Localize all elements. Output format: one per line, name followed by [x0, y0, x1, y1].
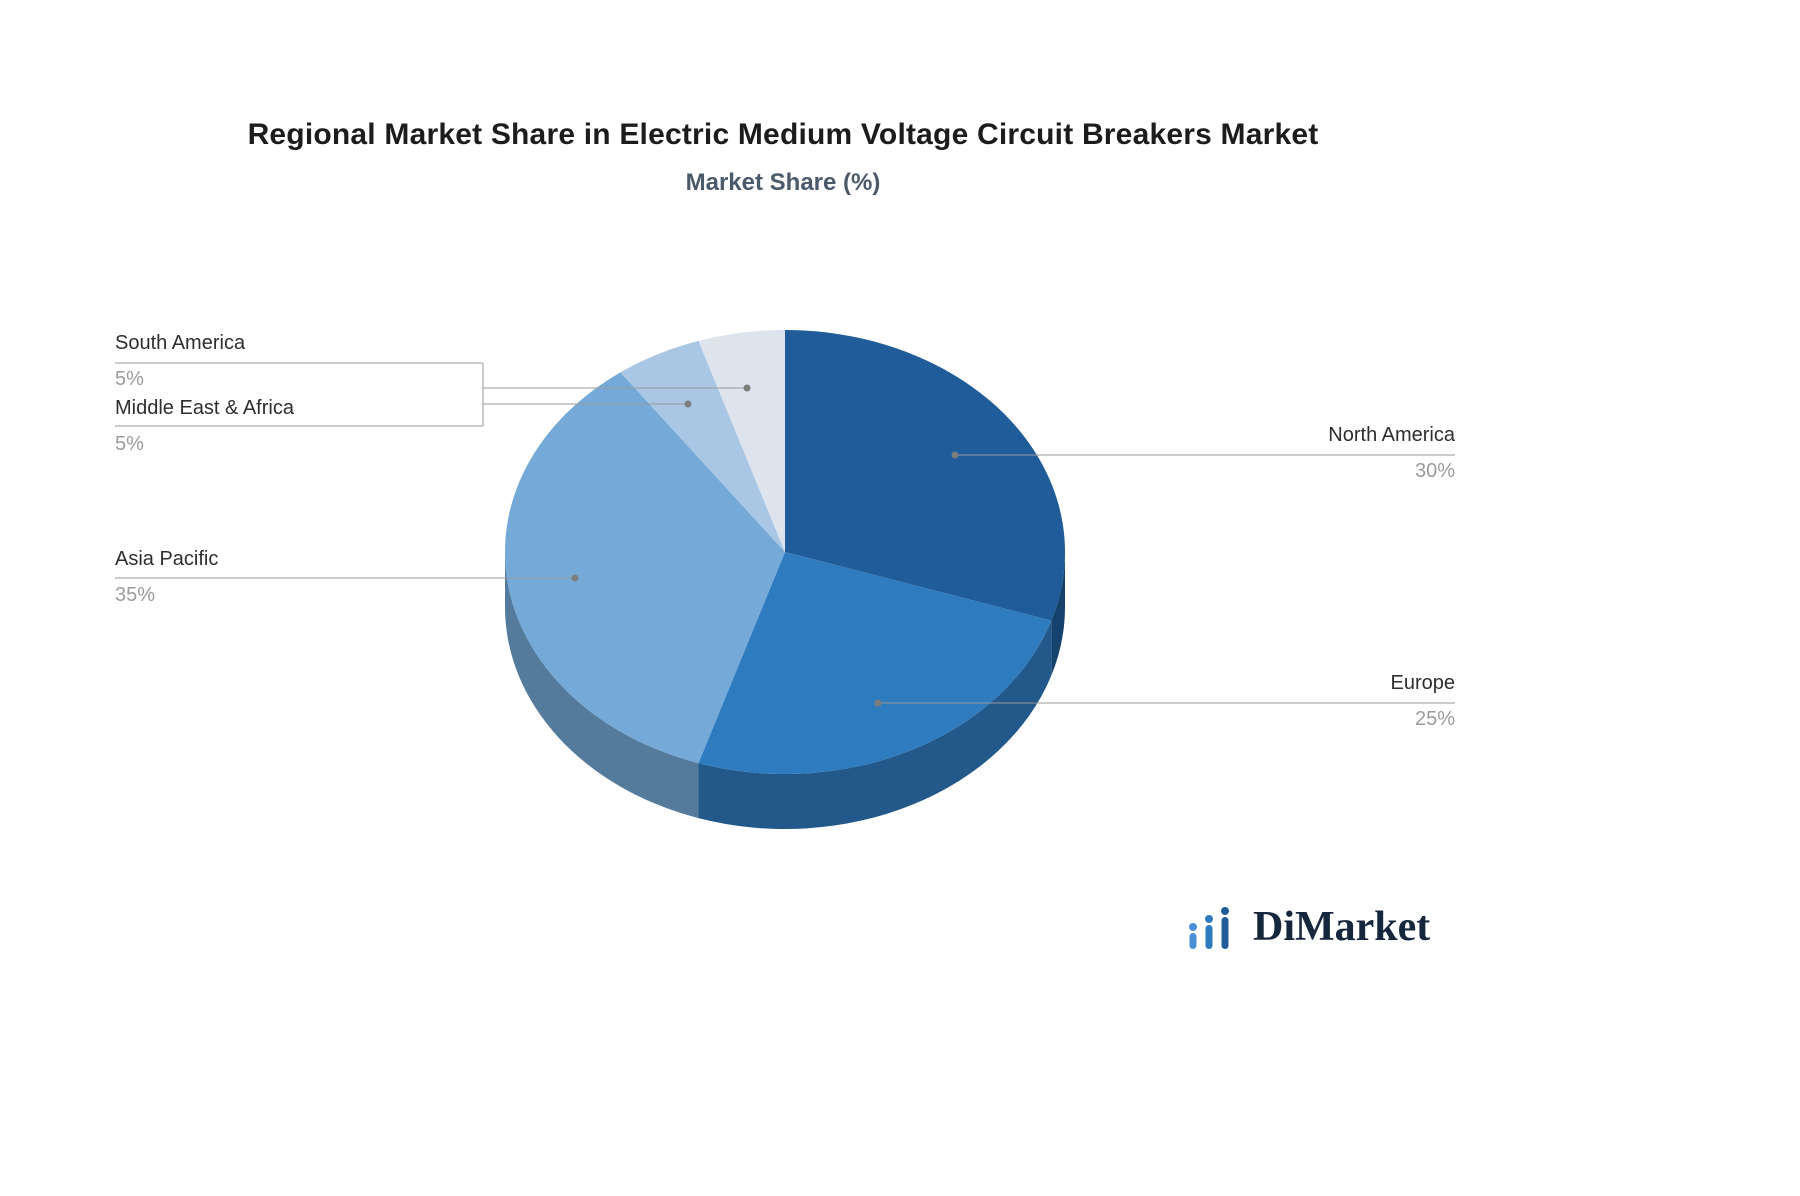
- connector-dot-europe: [874, 699, 882, 707]
- slice-label-name: North America: [1328, 424, 1455, 446]
- pie-slice-side-asia-pacific: [505, 552, 699, 819]
- connector-dot-north-america: [951, 451, 959, 459]
- pie-slice-north-america[interactable]: [785, 330, 1065, 621]
- slice-label-value: 30%: [1414, 460, 1455, 482]
- slice-label-asia-pacific: Asia Pacific 35%: [115, 547, 218, 607]
- slice-label-value: 35%: [115, 584, 156, 606]
- slice-label-name: South America: [115, 332, 246, 354]
- chart-title: Regional Market Share in Electric Medium…: [247, 118, 1319, 151]
- pie-slice-side-north-america: [1051, 552, 1065, 676]
- pie-slice-south-america[interactable]: [698, 330, 785, 552]
- pie-slice-asia-pacific[interactable]: [505, 372, 785, 764]
- slice-label-value: 5%: [115, 433, 144, 455]
- connector-dot-asia-pacific: [571, 574, 579, 582]
- slice-label-north-america: North America 30%: [1328, 423, 1455, 483]
- dimarket-logo-icon: [1189, 907, 1229, 949]
- pie-slice-middle-east-africa[interactable]: [620, 340, 785, 552]
- slice-label-name: Asia Pacific: [115, 548, 219, 570]
- connector-dot-middle-east-africa: [684, 400, 692, 408]
- slice-label-value: 25%: [1414, 708, 1455, 730]
- label-connectors: [115, 362, 1455, 707]
- dimarket-wordmark: DiMarket: [1253, 904, 1431, 950]
- slice-label-europe: Europe 25%: [1391, 671, 1456, 731]
- slice-label-south-america: South America 5%: [115, 331, 245, 391]
- slice-label-name: Europe: [1390, 672, 1456, 694]
- chart-subtitle: Market Share (%): [685, 169, 881, 196]
- slice-label-name: Middle East & Africa: [115, 397, 294, 419]
- connector-dot-south-america: [743, 384, 751, 392]
- dimarket-logo: DiMarket: [1185, 901, 1430, 953]
- pie-slice-europe[interactable]: [698, 552, 1052, 774]
- pie-slice-side-europe: [698, 620, 1052, 829]
- slice-label-middle-east-africa: Middle East & Africa 5%: [115, 396, 294, 456]
- slice-label-value: 5%: [115, 368, 144, 390]
